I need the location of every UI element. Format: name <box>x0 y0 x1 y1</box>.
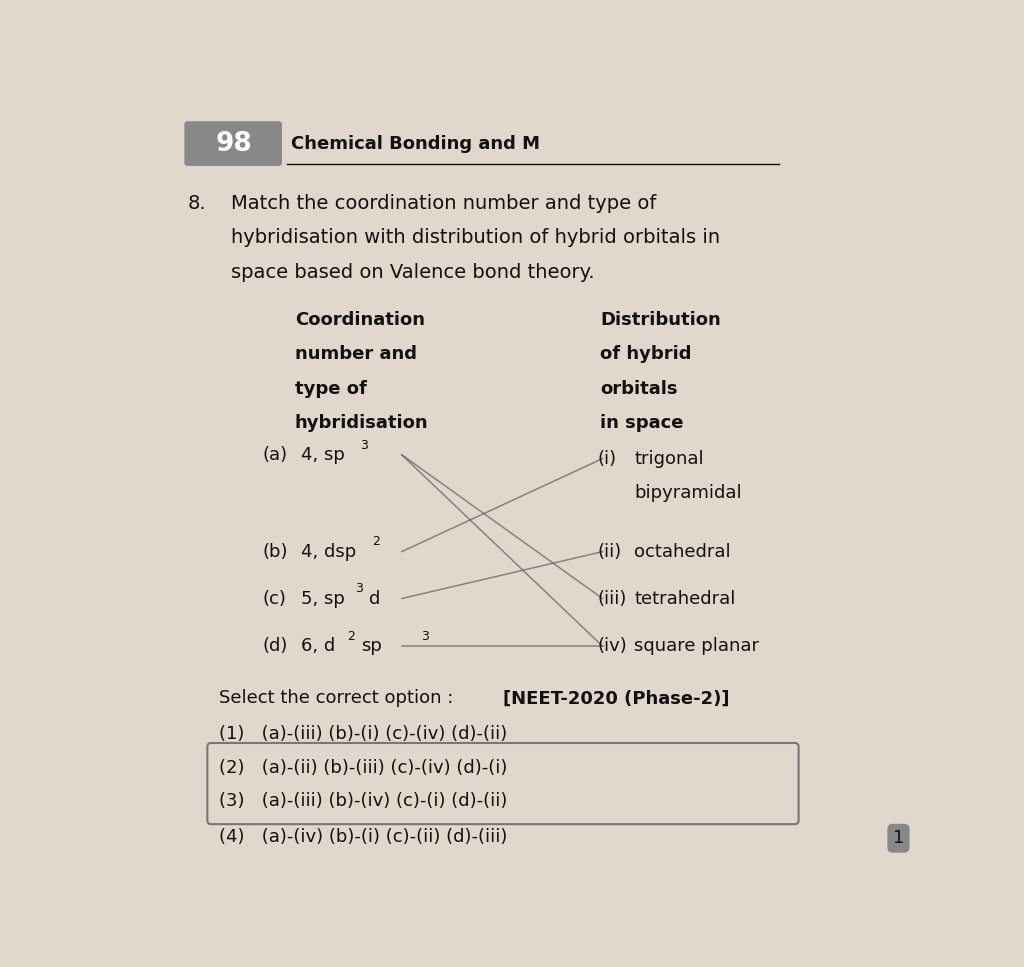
Text: 8.: 8. <box>187 194 206 213</box>
Text: space based on Valence bond theory.: space based on Valence bond theory. <box>231 263 595 281</box>
Text: octahedral: octahedral <box>634 542 731 561</box>
Text: (ii): (ii) <box>598 542 622 561</box>
Text: orbitals: orbitals <box>600 380 678 397</box>
Text: Distribution: Distribution <box>600 311 721 329</box>
Text: hybridisation with distribution of hybrid orbitals in: hybridisation with distribution of hybri… <box>231 228 720 248</box>
Text: (d): (d) <box>263 637 289 656</box>
Text: 6, d: 6, d <box>301 637 335 656</box>
Text: [NEET-2020 (Phase-2)]: [NEET-2020 (Phase-2)] <box>504 689 730 707</box>
Text: in space: in space <box>600 414 684 432</box>
Text: (3)   (a)-(iii) (b)-(iv) (c)-(i) (d)-(ii): (3) (a)-(iii) (b)-(iv) (c)-(i) (d)-(ii) <box>219 792 508 810</box>
Text: (b): (b) <box>263 542 289 561</box>
Text: 1: 1 <box>893 830 904 847</box>
Text: 3: 3 <box>355 582 362 596</box>
Text: of hybrid: of hybrid <box>600 345 691 364</box>
FancyBboxPatch shape <box>184 121 282 166</box>
Text: (2)   (a)-(ii) (b)-(iii) (c)-(iv) (d)-(i): (2) (a)-(ii) (b)-(iii) (c)-(iv) (d)-(i) <box>219 758 508 777</box>
Text: number and: number and <box>295 345 417 364</box>
Text: 3: 3 <box>421 630 429 643</box>
Text: d: d <box>370 590 381 607</box>
Text: (iii): (iii) <box>598 590 627 607</box>
Text: type of: type of <box>295 380 367 397</box>
Text: 2: 2 <box>347 630 355 643</box>
Text: (iv): (iv) <box>598 637 628 656</box>
Text: 2: 2 <box>373 536 380 548</box>
Text: 98: 98 <box>215 131 252 157</box>
Text: Chemical Bonding and M: Chemical Bonding and M <box>291 134 540 153</box>
Text: (1)   (a)-(iii) (b)-(i) (c)-(iv) (d)-(ii): (1) (a)-(iii) (b)-(i) (c)-(iv) (d)-(ii) <box>219 725 508 743</box>
Text: (c): (c) <box>263 590 287 607</box>
Text: Coordination: Coordination <box>295 311 425 329</box>
Text: 3: 3 <box>360 439 369 452</box>
Text: (i): (i) <box>598 450 616 468</box>
Text: 4, dsp: 4, dsp <box>301 542 356 561</box>
Text: 5, sp: 5, sp <box>301 590 345 607</box>
Text: sp: sp <box>361 637 382 656</box>
Text: trigonal: trigonal <box>634 450 703 468</box>
Text: square planar: square planar <box>634 637 760 656</box>
Text: bipyramidal: bipyramidal <box>634 484 742 502</box>
Text: (a): (a) <box>263 446 288 464</box>
Text: Match the coordination number and type of: Match the coordination number and type o… <box>231 194 656 213</box>
Text: Select the correct option :: Select the correct option : <box>219 689 460 707</box>
Text: (4)   (a)-(iv) (b)-(i) (c)-(ii) (d)-(iii): (4) (a)-(iv) (b)-(i) (c)-(ii) (d)-(iii) <box>219 828 508 846</box>
Text: 4, sp: 4, sp <box>301 446 345 464</box>
Text: tetrahedral: tetrahedral <box>634 590 735 607</box>
Text: hybridisation: hybridisation <box>295 414 428 432</box>
